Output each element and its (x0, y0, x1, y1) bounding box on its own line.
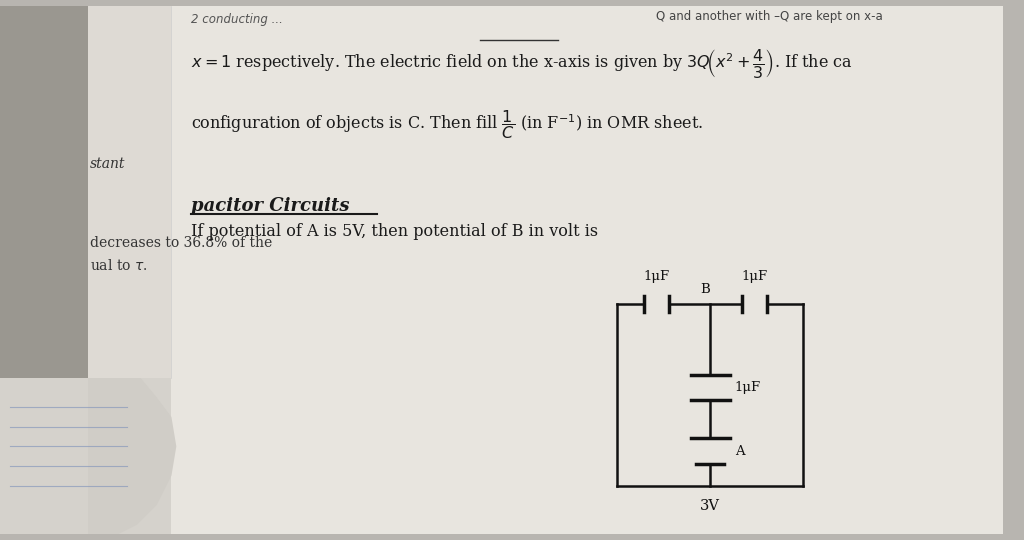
Text: stant: stant (90, 157, 126, 171)
Text: 3V: 3V (700, 499, 720, 513)
Text: Q and another with –Q are kept on x-a: Q and another with –Q are kept on x-a (656, 10, 883, 23)
Text: pacitor Circuits: pacitor Circuits (191, 197, 349, 214)
Text: configuration of objects is C. Then fill $\dfrac{1}{C}$ (in F$^{-1}$) in OMR she: configuration of objects is C. Then fill… (191, 109, 703, 141)
Text: 1μF: 1μF (734, 381, 761, 394)
Text: $x=1$ respectively. The electric field on the x-axis is given by $3Q\!\left(x^2+: $x=1$ respectively. The electric field o… (191, 46, 853, 80)
FancyBboxPatch shape (88, 5, 1004, 535)
Text: B: B (700, 284, 711, 296)
Text: 1μF: 1μF (643, 270, 670, 283)
Text: A: A (734, 445, 744, 458)
Text: decreases to 36.8% of the: decreases to 36.8% of the (90, 236, 272, 249)
Text: 1μF: 1μF (741, 270, 767, 283)
Polygon shape (88, 329, 176, 535)
Polygon shape (88, 368, 167, 535)
Text: 2 conducting ...: 2 conducting ... (191, 14, 283, 26)
Text: ual to $\tau$.: ual to $\tau$. (90, 258, 147, 273)
FancyBboxPatch shape (0, 378, 171, 535)
FancyBboxPatch shape (0, 5, 88, 535)
FancyBboxPatch shape (171, 5, 1004, 535)
FancyBboxPatch shape (88, 5, 171, 378)
Text: If potential of A is 5V, then potential of B in volt is: If potential of A is 5V, then potential … (191, 223, 598, 240)
